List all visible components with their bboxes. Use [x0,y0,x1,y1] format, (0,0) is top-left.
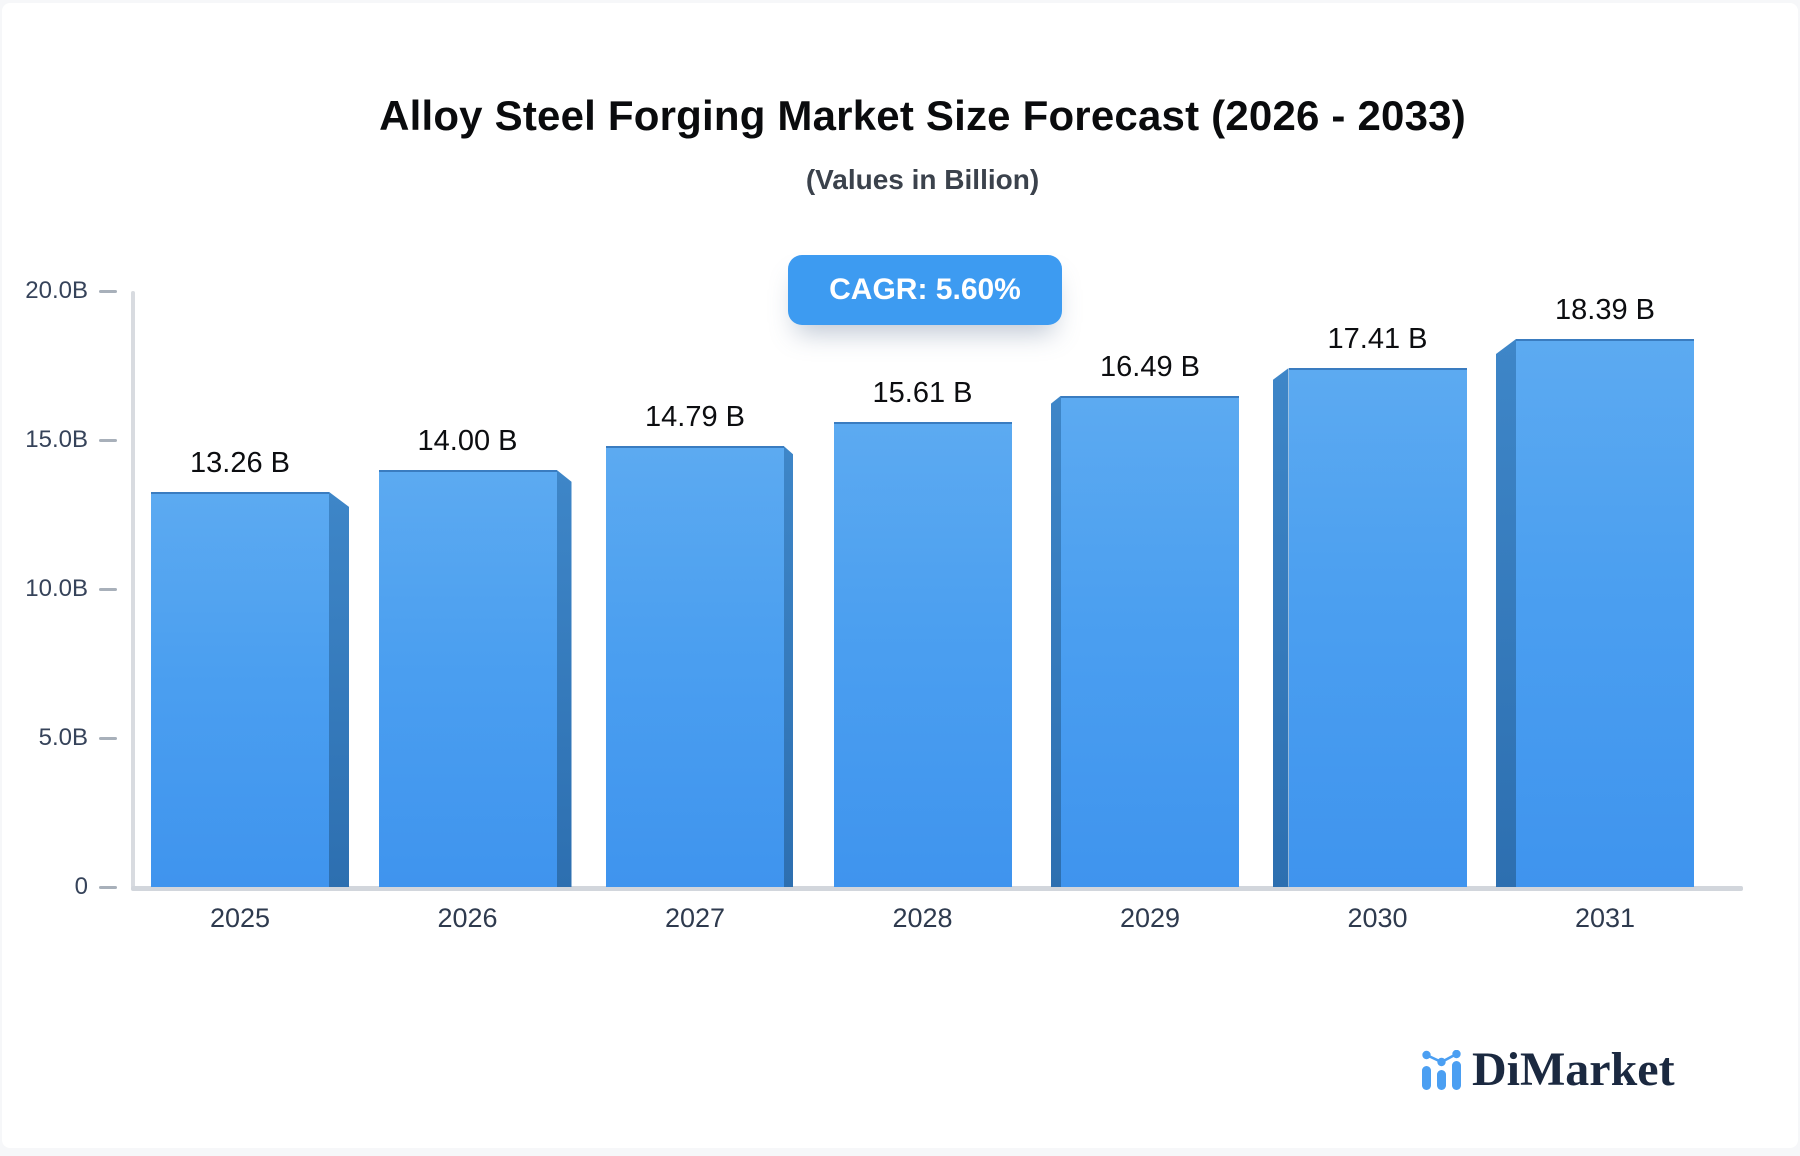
bar-chart-logo-icon [1422,1050,1461,1090]
bar-side-2026 [556,469,572,887]
y-axis-tick-label: 5.0B [38,724,88,751]
bar-2025 [151,491,329,887]
cagr-badge: CAGR: 5.60% [788,255,1062,325]
bar-2031 [1516,338,1694,887]
bar-2026 [378,469,557,887]
dimarket-logo: DiMarket [1422,1042,1675,1102]
y-axis-tick-mark [99,737,117,740]
y-axis-tick-mark [99,886,117,889]
bar-value-label: 14.79 B [645,401,745,434]
bar-2027 [606,446,784,887]
x-axis-baseline [131,886,1743,891]
bar-value-label: 13.26 B [190,446,290,479]
y-axis-tick-mark [99,290,117,293]
y-axis-line [131,291,135,888]
bar-side-2027 [784,446,793,887]
y-axis-tick-label: 15.0B [25,426,88,453]
chart-title: Alloy Steel Forging Market Size Forecast… [379,92,1466,139]
x-axis-label-2026: 2026 [437,903,498,933]
y-axis-tick-label: 10.0B [25,575,88,602]
x-axis-label-2029: 2029 [1119,903,1181,933]
bar-side-2030 [1272,368,1289,887]
y-axis-tick-mark [99,588,117,591]
bar-2030 [1288,368,1467,887]
x-axis-label-2027: 2027 [664,903,726,933]
y-axis-tick-label: 20.0B [25,277,88,304]
bar-value-label: 16.49 B [1100,350,1200,383]
bar-side-2029 [1051,395,1061,887]
x-axis-label-2025: 2025 [209,903,271,933]
bar-value-label: 15.61 B [872,376,973,409]
x-axis-label-2031: 2031 [1574,903,1636,933]
chart-subtitle: (Values in Billion) [805,164,1040,195]
bar-2028 [833,421,1012,887]
bar-value-label: 14.00 B [417,424,518,457]
bar-value-label: 18.39 B [1555,293,1655,326]
x-axis-label-2028: 2028 [892,903,953,933]
y-axis-tick-mark [99,439,117,442]
bar-side-2025 [329,491,349,887]
bar-value-label: 17.41 B [1327,323,1428,356]
bar-2029 [1061,395,1239,887]
bar-side-2031 [1496,338,1516,887]
x-axis-label-2030: 2030 [1347,903,1408,933]
logo-text: DiMarket [1472,1043,1675,1096]
y-axis-tick-label: 0 [74,873,88,900]
